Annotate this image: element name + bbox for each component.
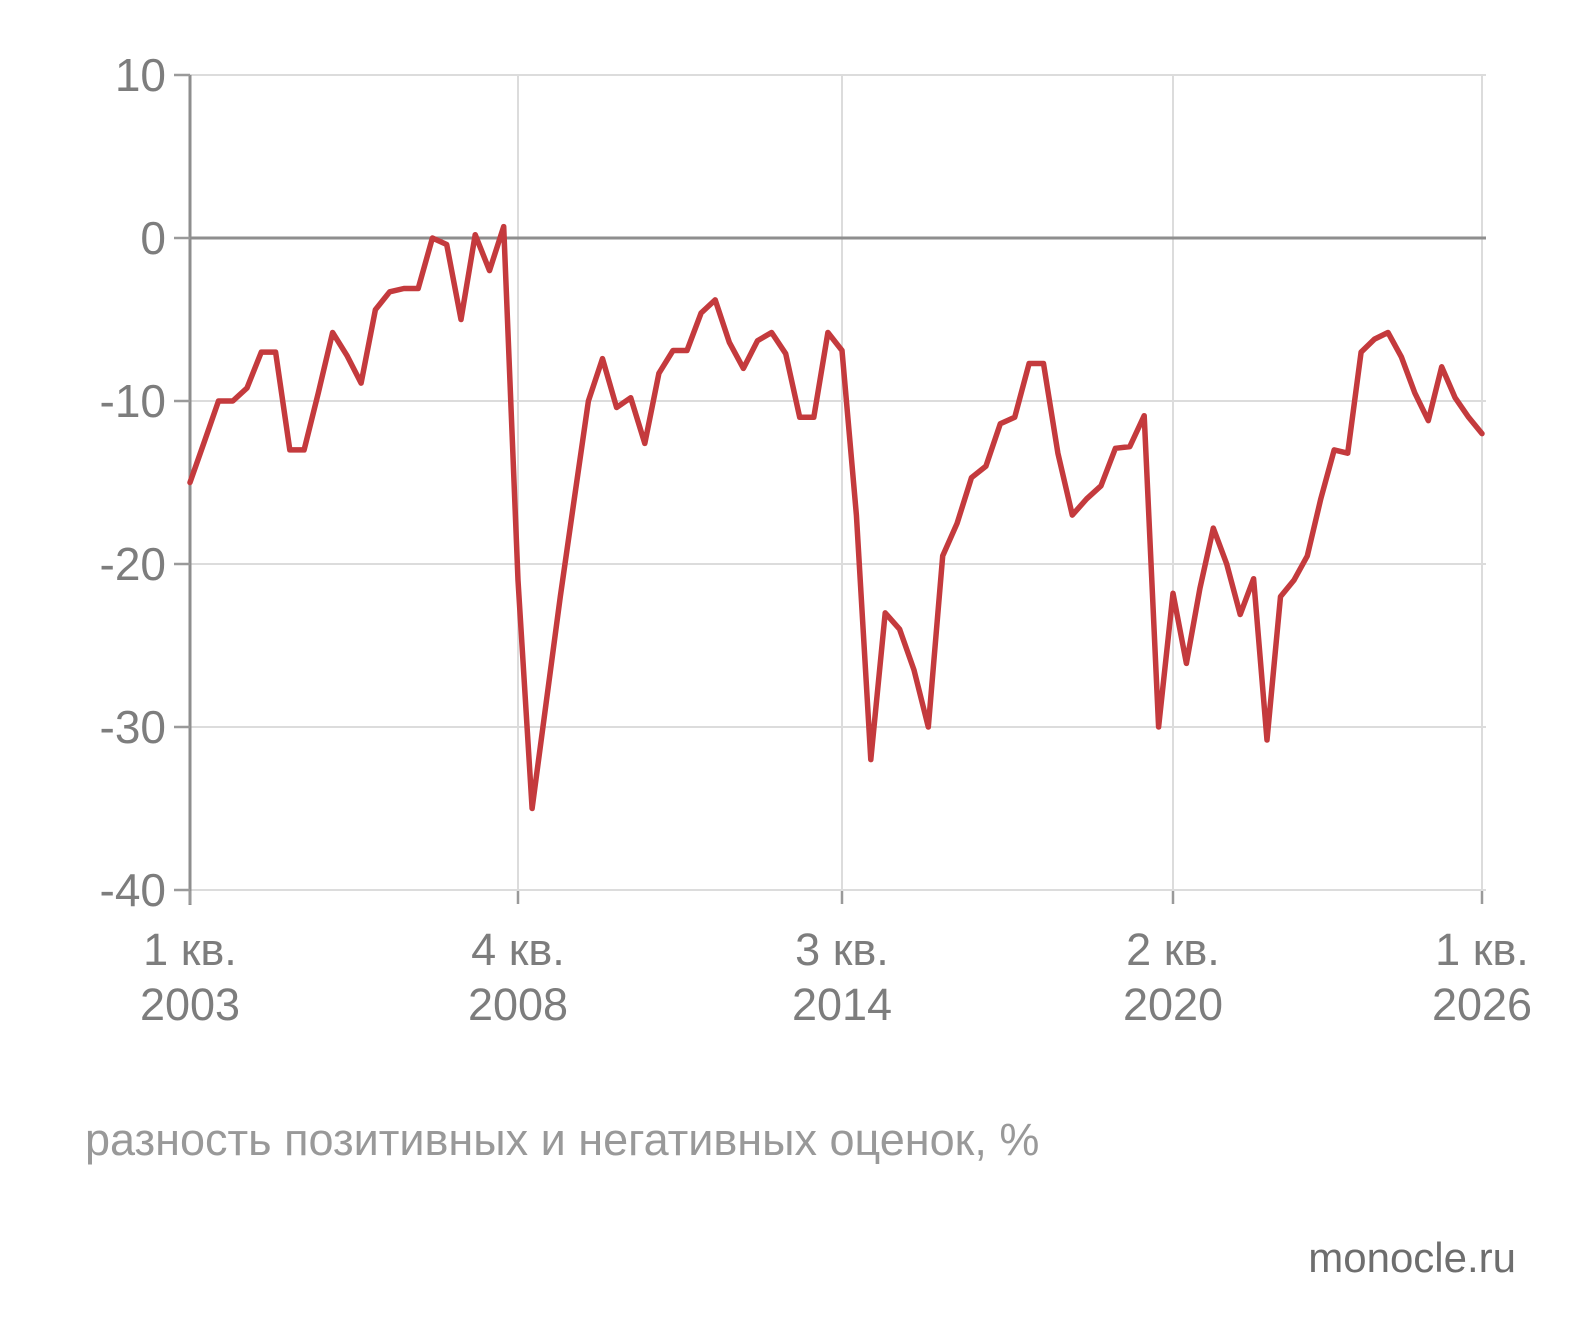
x-tick-label-group: 1 кв. 2003 [140, 924, 240, 1030]
x-tick-label-group: 2 кв. 2020 [1123, 924, 1223, 1030]
y-tick-label: -30 [100, 701, 166, 753]
axis-ticks [174, 73, 1484, 904]
series-line [187, 223, 1485, 812]
x-tick-quarter: 4 кв. [471, 924, 565, 975]
chart-caption: разность позитивных и негативных оценок,… [85, 1114, 1039, 1165]
y-tick-label: 0 [140, 212, 166, 264]
x-tick-year: 2020 [1123, 979, 1223, 1030]
x-tick-quarter: 3 кв. [795, 924, 889, 975]
y-tick-label: -40 [100, 864, 166, 916]
x-tick-label-group: 1 кв. 2026 [1432, 924, 1532, 1030]
x-tick-year: 2026 [1432, 979, 1532, 1030]
x-tick-quarter: 2 кв. [1126, 924, 1220, 975]
x-tick-quarter: 1 кв. [1435, 924, 1529, 975]
x-tick-label-group: 3 кв. 2014 [792, 924, 892, 1030]
x-tick-year: 2008 [468, 979, 568, 1030]
x-tick-label-group: 4 кв. 2008 [468, 924, 568, 1030]
x-tick-year: 2014 [792, 979, 892, 1030]
x-axis-labels: 1 кв. 2003 4 кв. 2008 3 кв. 2014 2 кв. 2… [140, 924, 1532, 1030]
x-tick-year: 2003 [140, 979, 240, 1030]
chart-grid [188, 74, 1486, 905]
y-tick-label: -10 [100, 375, 166, 427]
y-axis-labels: 10 0 -10 -20 -30 -40 [100, 49, 166, 916]
y-tick-label: -20 [100, 538, 166, 590]
x-tick-quarter: 1 кв. [143, 924, 237, 975]
brand-label: monocle.ru [1308, 1234, 1516, 1281]
y-tick-label: 10 [115, 49, 166, 101]
